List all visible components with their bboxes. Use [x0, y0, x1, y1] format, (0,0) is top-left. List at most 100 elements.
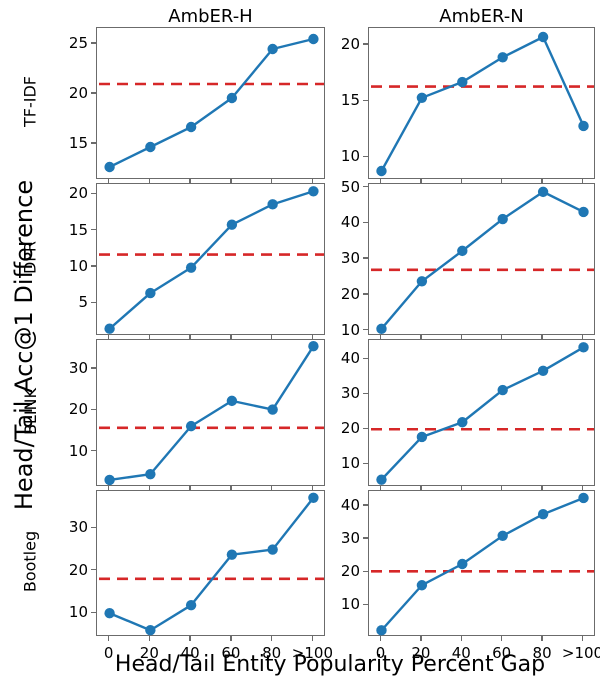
- x-tick-mark: [270, 335, 273, 340]
- x-tick-mark: [189, 636, 191, 641]
- y-tick-label: 20: [340, 34, 360, 53]
- data-point-marker: [578, 120, 589, 132]
- column-title-amber-n: AmbER-N: [439, 6, 524, 27]
- series-line: [108, 345, 315, 482]
- x-tick-mark: [379, 486, 382, 491]
- x-tick-mark: [107, 179, 110, 184]
- column-title-amber-h: AmbER-H: [168, 6, 253, 27]
- data-point-marker: [497, 52, 508, 63]
- data-point-marker: [416, 431, 428, 443]
- y-tick-label: 25: [68, 34, 88, 52]
- data-point-marker: [267, 43, 278, 55]
- y-tick-mark: [363, 570, 368, 572]
- data-point-marker: [537, 365, 549, 376]
- y-tick-label: 40: [340, 349, 360, 368]
- y-tick-mark: [91, 228, 96, 231]
- plot-panel-dpr-amber-h: [96, 183, 325, 335]
- y-tick-label: 10: [340, 595, 360, 614]
- x-axis-label: Head/Tail Entity Popularity Percent Gap: [114, 652, 546, 677]
- data-point-marker: [226, 549, 238, 560]
- data-point-marker: [226, 92, 238, 104]
- y-tick-mark: [363, 504, 368, 506]
- x-tick-mark: [270, 179, 273, 184]
- data-point-marker: [537, 509, 549, 520]
- data-point-marker: [308, 33, 319, 45]
- y-tick-mark: [363, 185, 368, 188]
- y-tick-mark: [91, 450, 96, 452]
- data-point-marker: [537, 31, 549, 43]
- plot-area: [371, 342, 594, 485]
- x-tick-mark: [420, 179, 422, 184]
- data-point-marker: [416, 92, 428, 104]
- y-tick-label: 15: [340, 91, 360, 110]
- series-line: [380, 346, 585, 481]
- y-tick-label: 40: [340, 213, 360, 232]
- y-tick-label: 20: [340, 419, 360, 438]
- x-tick-mark: [541, 179, 543, 184]
- y-tick-mark: [363, 155, 368, 158]
- data-point-marker: [145, 287, 156, 299]
- y-tick-label: 15: [68, 220, 88, 239]
- plot-area: [99, 186, 324, 334]
- x-tick-mark: [230, 179, 232, 184]
- plot-panel-tf-idf-amber-n: [368, 27, 595, 179]
- x-tick-mark: [148, 335, 150, 340]
- y-tick-mark: [363, 99, 368, 101]
- y-tick-label: 20: [68, 400, 88, 419]
- y-tick-mark: [363, 43, 368, 45]
- plot-area: [371, 31, 594, 177]
- series-line: [380, 496, 585, 632]
- x-tick-mark: [460, 486, 462, 491]
- y-tick-label: 10: [68, 603, 88, 622]
- y-tick-label: 10: [68, 256, 88, 275]
- x-tick-mark: [460, 179, 462, 184]
- y-tick-mark: [91, 569, 96, 571]
- y-tick-label: 20: [340, 284, 360, 303]
- plot-panel-tf-idf-amber-h: [96, 27, 325, 179]
- data-point-marker: [416, 580, 428, 591]
- data-point-marker: [267, 404, 278, 415]
- x-tick-mark: [189, 486, 191, 491]
- x-tick-label: 0: [103, 644, 114, 662]
- x-tick-label: 80: [532, 644, 552, 662]
- plot-panel-dpr-amber-n: [368, 183, 595, 335]
- y-tick-label: 5: [78, 293, 88, 312]
- data-point-marker: [376, 165, 387, 177]
- data-point-marker: [457, 558, 468, 570]
- plot-panel-blink-amber-h: [96, 339, 325, 486]
- x-tick-mark: [379, 335, 382, 340]
- x-tick-mark: [541, 486, 543, 491]
- data-point-marker: [416, 276, 428, 287]
- plot-panel-blink-amber-n: [368, 339, 595, 486]
- x-tick-label: 20: [411, 644, 431, 662]
- x-tick-mark: [230, 636, 232, 641]
- x-tick-mark: [541, 636, 543, 641]
- x-tick-mark: [501, 486, 503, 491]
- x-tick-mark: [230, 486, 232, 491]
- y-tick-mark: [91, 192, 96, 194]
- x-tick-mark: [460, 335, 462, 340]
- data-point-marker: [497, 384, 508, 396]
- y-tick-label: 20: [68, 184, 88, 203]
- series-line: [108, 496, 315, 632]
- y-tick-label: 30: [68, 358, 88, 377]
- y-tick-mark: [91, 408, 96, 411]
- x-tick-mark: [379, 179, 382, 184]
- x-tick-mark: [581, 486, 584, 491]
- y-tick-label: 20: [68, 84, 88, 102]
- x-tick-mark: [107, 486, 110, 491]
- data-point-marker: [145, 468, 156, 480]
- y-tick-label: 20: [68, 560, 88, 579]
- data-point-marker: [308, 492, 319, 503]
- row-label-tf-idf: TF-IDF: [20, 76, 40, 127]
- y-tick-mark: [91, 301, 96, 303]
- y-tick-mark: [363, 427, 368, 429]
- data-point-marker: [226, 219, 238, 230]
- data-point-marker: [226, 395, 238, 407]
- x-tick-label: >100: [561, 644, 600, 662]
- data-point-marker: [537, 186, 549, 198]
- x-tick-mark: [107, 335, 110, 340]
- x-tick-mark: [460, 636, 462, 641]
- x-tick-mark: [420, 335, 422, 340]
- data-point-marker: [457, 245, 468, 257]
